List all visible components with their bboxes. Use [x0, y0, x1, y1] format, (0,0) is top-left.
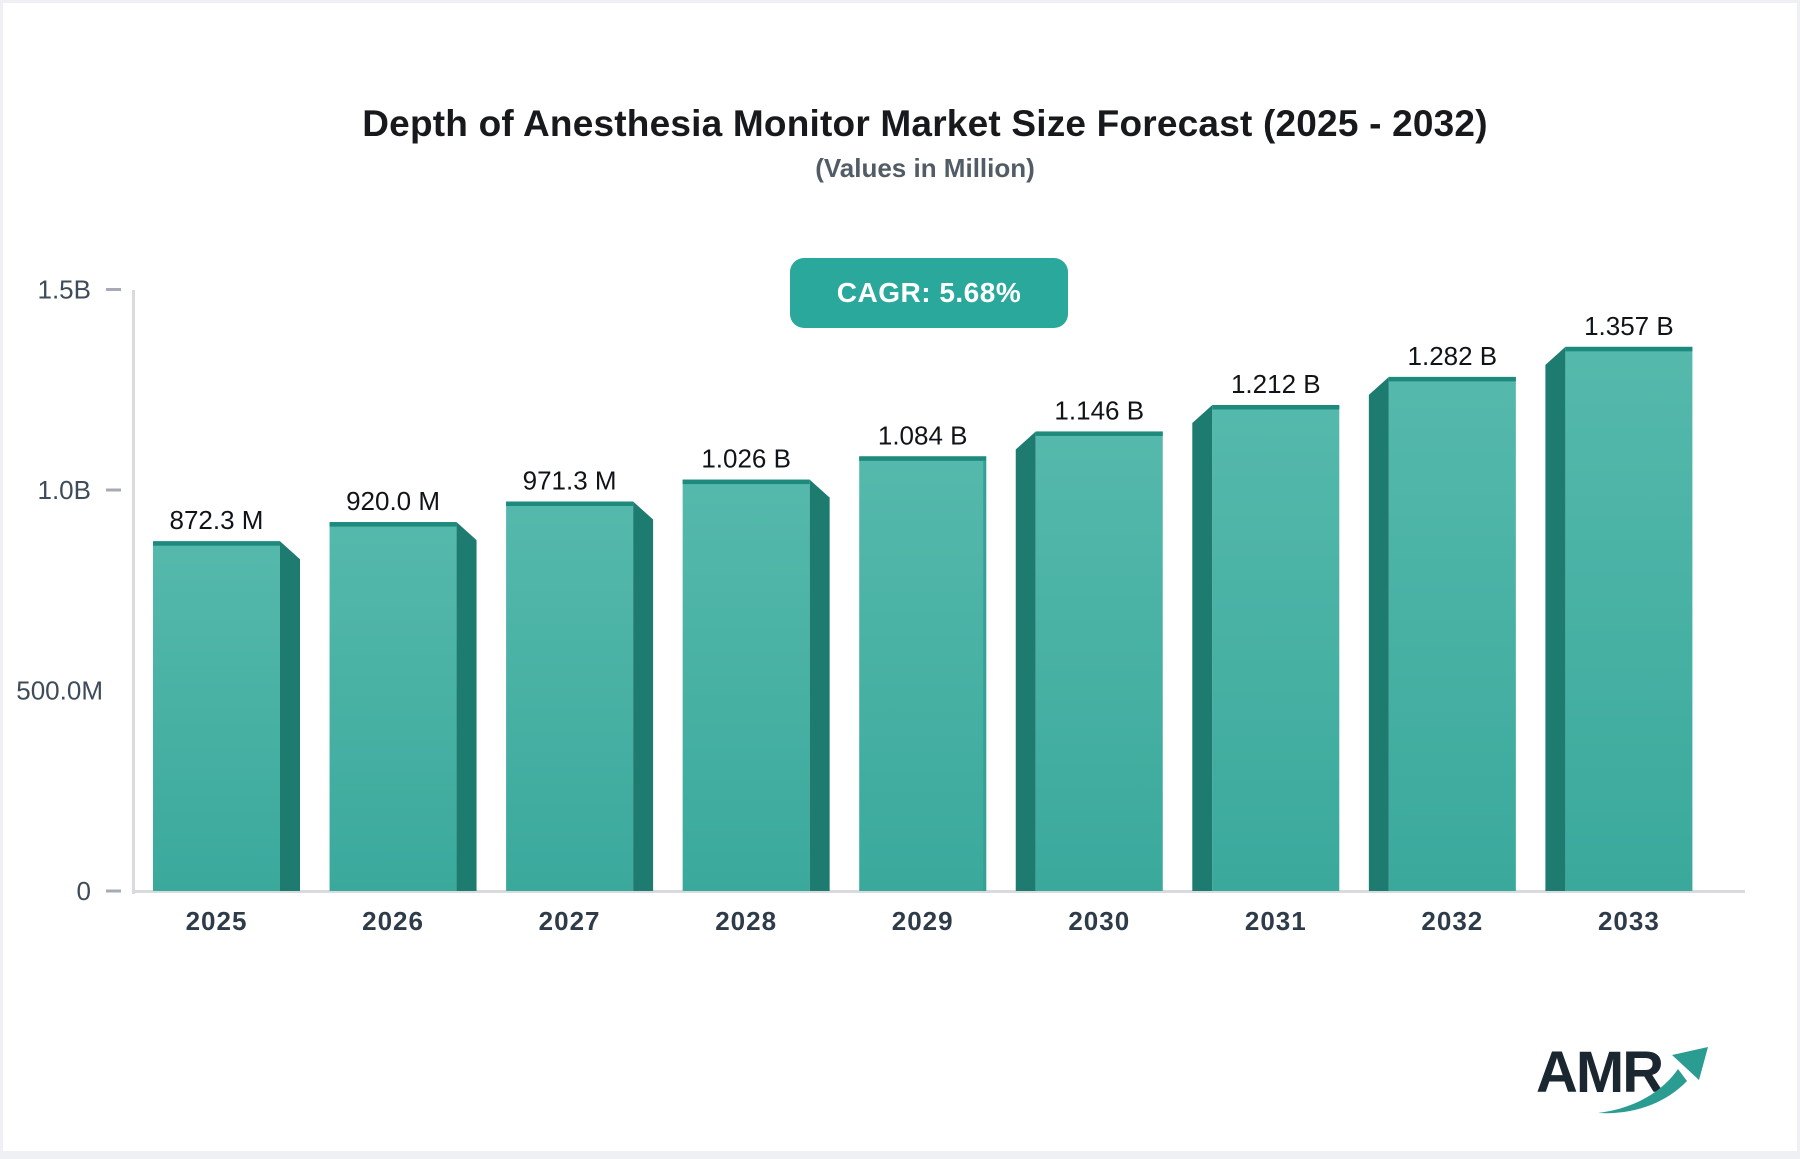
bar-value-label: 1.282 B: [1408, 341, 1498, 371]
bar-group-2033: 1.357 B 2033: [1545, 311, 1693, 936]
bar-top-edge: [153, 541, 280, 546]
bar-face: [1035, 431, 1163, 891]
bar-side: [280, 541, 300, 891]
bar-face: [1388, 376, 1516, 892]
bar-side: [633, 501, 654, 891]
x-axis-category-label: 2028: [715, 906, 777, 936]
bar-value-label: 1.212 B: [1231, 369, 1321, 399]
x-axis-category-label: 2029: [892, 906, 954, 936]
bar-group-2026: 920.0 M 2026: [329, 486, 477, 936]
y-axis-tick: [106, 889, 121, 893]
y-axis-line: [132, 290, 135, 894]
y-axis-label: 0: [77, 876, 91, 906]
x-axis-category-label: 2025: [186, 906, 248, 936]
bar-top-edge: [1388, 376, 1516, 382]
bar-group-2030: 1.146 B 2030: [1015, 395, 1163, 936]
bar-face: [1212, 404, 1340, 891]
x-axis-category-label: 2027: [539, 906, 601, 936]
bar-value-label: 971.3 M: [523, 466, 617, 496]
bar-group-2027: 971.3 M 2027: [506, 466, 654, 936]
cagr-badge-label: CAGR: 5.68%: [836, 277, 1022, 308]
bar-face: [329, 522, 457, 891]
bar-value-label: 920.0 M: [346, 486, 440, 516]
x-axis-category-label: 2030: [1068, 906, 1130, 936]
x-axis-line: [132, 890, 1745, 893]
y-axis-tick: [106, 288, 121, 291]
growth-arrow-icon: [1598, 1047, 1708, 1114]
bar-face: [506, 501, 634, 891]
chart-card: Depth of Anesthesia Monitor Market Size …: [3, 3, 1797, 1151]
bar-group-2029: 1.084 B 2029: [859, 420, 987, 936]
x-axis-category-label: 2026: [362, 906, 424, 936]
amr-logo-text: AMR: [1536, 1040, 1664, 1105]
bar-side: [1015, 431, 1036, 891]
bar-top-edge: [329, 522, 457, 527]
bar-top-edge: [506, 501, 634, 507]
cagr-badge: CAGR: 5.68%: [790, 258, 1068, 328]
bar-chart: 1.5B 1.0B 500.0M 0 872.3 M 2025 920.0 M 2026 971…: [16, 275, 1745, 936]
bar-top-edge: [859, 456, 987, 461]
bar-face: [153, 541, 280, 891]
chart-title: Depth of Anesthesia Monitor Market Size …: [362, 103, 1488, 144]
bar-value-label: 1.026 B: [701, 444, 791, 474]
bar-value-label: 872.3 M: [170, 505, 264, 535]
bar-group-2028: 1.026 B 2028: [682, 444, 830, 936]
x-axis-category-label: 2032: [1421, 906, 1483, 936]
bar-group-2025: 872.3 M 2025: [153, 505, 300, 936]
bar-top-edge: [1035, 431, 1163, 436]
bar-face: [682, 479, 810, 891]
amr-logo: AMR: [1528, 1033, 1718, 1123]
bar-top-edge: [1565, 346, 1693, 352]
bar-value-label: 1.084 B: [878, 420, 968, 450]
bar-top-edge: [682, 479, 810, 485]
bar-side: [809, 479, 830, 891]
bar-side: [456, 522, 477, 891]
bar-right-edge: [983, 460, 987, 891]
bar-value-label: 1.357 B: [1584, 311, 1674, 341]
x-axis-category-label: 2031: [1245, 906, 1307, 936]
bar-group-2031: 1.212 B 2031: [1192, 369, 1340, 936]
x-axis-category-label: 2033: [1598, 906, 1660, 936]
bar-face: [1565, 346, 1693, 891]
y-axis-label: 500.0M: [16, 676, 103, 706]
y-axis-label: 1.5B: [38, 275, 92, 305]
chart-subtitle: (Values in Million): [815, 153, 1035, 183]
bar-side: [1545, 346, 1566, 891]
bar-group-2032: 1.282 B 2032: [1368, 341, 1516, 936]
bar-face: [859, 456, 987, 891]
y-axis-label: 1.0B: [38, 475, 92, 505]
bar-side: [1192, 404, 1213, 891]
y-axis-tick: [106, 488, 121, 492]
bar-top-edge: [1212, 404, 1340, 410]
bar-value-label: 1.146 B: [1054, 395, 1144, 425]
bar-side: [1368, 376, 1389, 892]
